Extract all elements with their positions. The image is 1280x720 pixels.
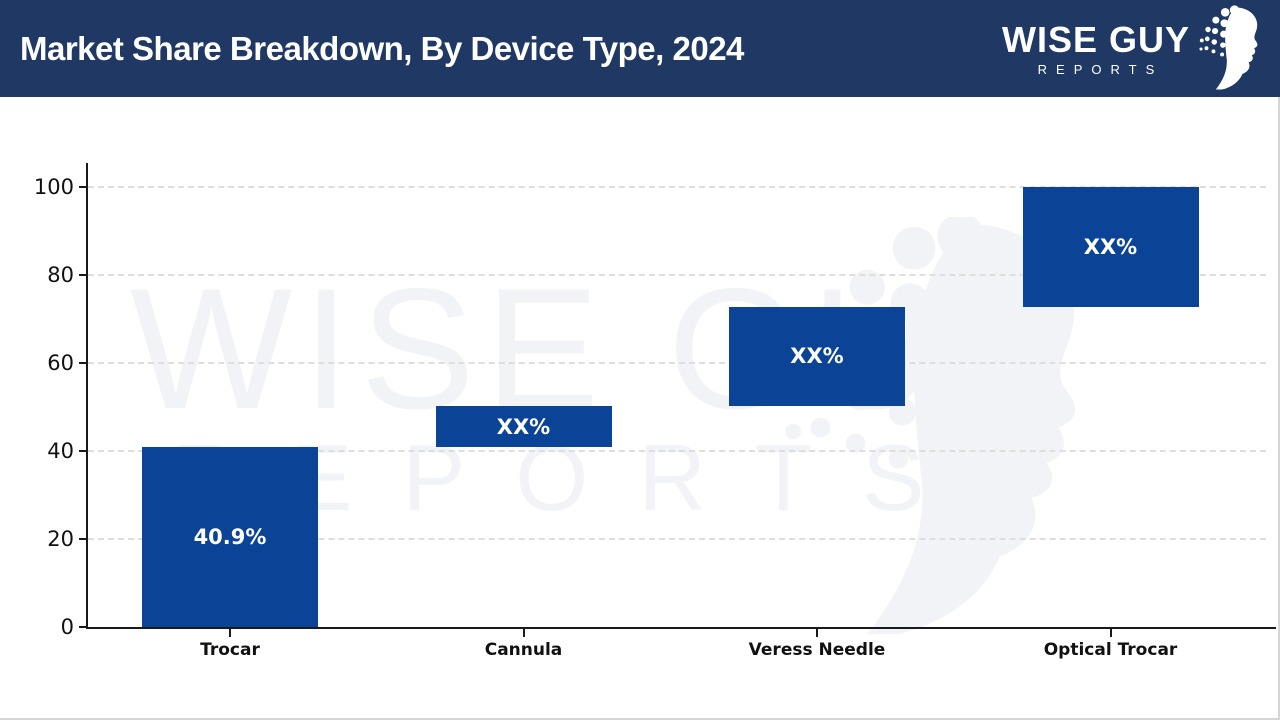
- gridline: [88, 362, 1266, 364]
- x-tick-mark: [522, 629, 525, 637]
- x-tick-mark: [816, 629, 818, 637]
- y-tick-mark: [79, 538, 87, 540]
- y-tick-mark: [79, 362, 87, 364]
- y-tick-label: 40: [47, 439, 74, 463]
- chart-canvas: WISE GUY REPORTS 40.9% XX% XX% XX% 0 20 40 60 8…: [0, 97, 1280, 720]
- bar-trocar: 40.9%: [142, 447, 318, 627]
- x-axis-label-cannula: Cannula: [484, 640, 563, 660]
- y-tick-label: 0: [60, 615, 74, 639]
- x-tick-mark: [229, 629, 231, 637]
- bar-cannula: XX%: [435, 406, 612, 448]
- gridline: [88, 538, 1266, 540]
- y-tick-mark: [79, 274, 87, 276]
- brand-logo-text: WISE GUY REPORTS: [1001, 18, 1190, 77]
- bar-optical-trocar: XX%: [1022, 187, 1199, 307]
- y-tick-label: 80: [47, 263, 74, 287]
- x-axis-line: [86, 627, 1276, 629]
- header-bar: Market Share Breakdown, By Device Type, …: [0, 0, 1280, 97]
- x-axis-label-optical-trocar: Optical Trocar: [1043, 640, 1178, 660]
- x-tick-mark: [1109, 629, 1112, 637]
- y-tick-label: 60: [47, 351, 74, 375]
- y-tick-mark: [79, 626, 87, 628]
- gridline: [88, 186, 1266, 188]
- x-axis-label-trocar: Trocar: [200, 640, 260, 660]
- face-logo-icon: [1194, 5, 1272, 93]
- y-tick-mark: [79, 186, 87, 188]
- page-title: Market Share Breakdown, By Device Type, …: [20, 29, 744, 67]
- y-tick-mark: [79, 450, 87, 452]
- y-axis-line: [86, 163, 88, 629]
- bar-value-label: XX%: [790, 344, 844, 369]
- bar-value-label: 40.9%: [193, 525, 267, 549]
- bar-value-label: XX%: [496, 414, 551, 439]
- bar-value-label: XX%: [1083, 234, 1138, 259]
- brand-subtitle: REPORTS: [1037, 61, 1164, 77]
- brand-logo: WISE GUY REPORTS: [1002, 4, 1272, 94]
- y-tick-label: 20: [47, 527, 74, 551]
- gridline: [88, 450, 1266, 452]
- y-tick-label: 100: [33, 175, 74, 199]
- bar-veress-needle: XX%: [729, 306, 905, 407]
- x-axis-label-veress-needle: Veress Needle: [748, 640, 886, 660]
- gridline: [88, 274, 1266, 276]
- brand-name: WISE GUY: [1001, 18, 1190, 60]
